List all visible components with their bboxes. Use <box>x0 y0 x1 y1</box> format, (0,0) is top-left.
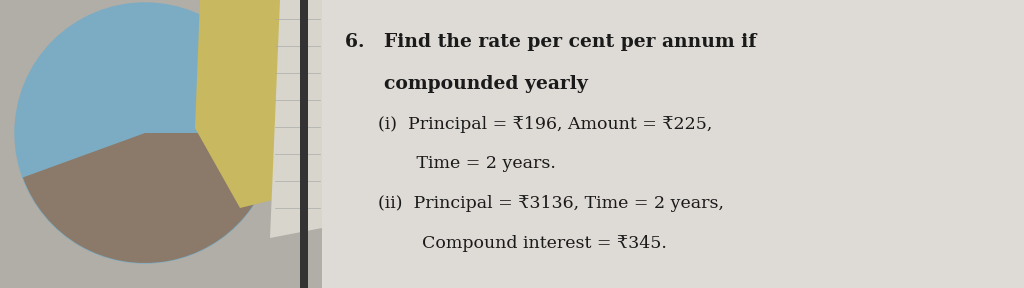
Circle shape <box>15 3 275 263</box>
Wedge shape <box>23 133 275 263</box>
Text: Time = 2 years.: Time = 2 years. <box>345 155 556 172</box>
Polygon shape <box>195 0 322 208</box>
Text: Compound interest = ₹345.: Compound interest = ₹345. <box>345 235 667 252</box>
Text: (ii)  Principal = ₹3136, Time = 2 years,: (ii) Principal = ₹3136, Time = 2 years, <box>345 195 724 212</box>
Bar <box>0 0 322 288</box>
Bar <box>322 0 1024 288</box>
Text: (i)  Principal = ₹196, Amount = ₹225,: (i) Principal = ₹196, Amount = ₹225, <box>345 116 713 133</box>
Bar <box>300 0 308 288</box>
Text: compounded yearly: compounded yearly <box>345 75 588 93</box>
Polygon shape <box>270 0 322 238</box>
Text: 6.   Find the rate per cent per annum if: 6. Find the rate per cent per annum if <box>345 33 757 51</box>
